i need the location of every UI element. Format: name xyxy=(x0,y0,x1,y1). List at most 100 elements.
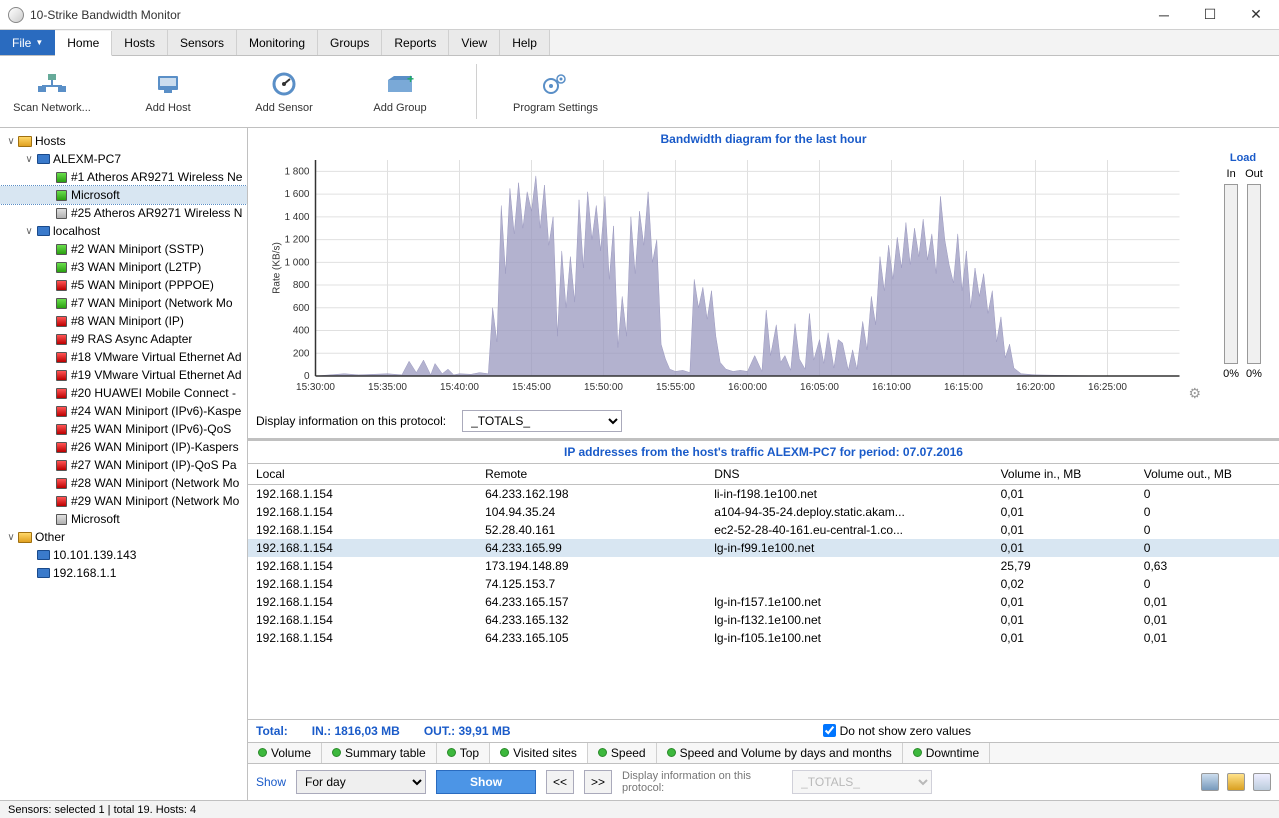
tree-item[interactable]: #24 WAN Miniport (IPv6)-Kaspe xyxy=(0,402,247,420)
tree-item[interactable]: 192.168.1.1 xyxy=(0,564,247,582)
col-header[interactable]: Local xyxy=(248,464,477,485)
table-row[interactable]: 192.168.1.154173.194.148.8925,790,63 xyxy=(248,557,1279,575)
table-row[interactable]: 192.168.1.15464.233.165.157lg-in-f157.1e… xyxy=(248,593,1279,611)
tree-item[interactable]: Microsoft xyxy=(0,186,247,204)
ribbon-scan[interactable]: Scan Network... xyxy=(12,60,92,123)
tab-view[interactable]: View xyxy=(449,30,500,55)
totals-label: Total: xyxy=(256,724,288,738)
prev-button[interactable]: << xyxy=(546,770,574,794)
table-row[interactable]: 192.168.1.154104.94.35.24a104-94-35-24.d… xyxy=(248,503,1279,521)
close-button[interactable]: ✕ xyxy=(1233,0,1279,30)
ribbon-sensor[interactable]: Add Sensor xyxy=(244,60,324,123)
tree-item[interactable]: #8 WAN Miniport (IP) xyxy=(0,312,247,330)
subtab-downtime[interactable]: Downtime xyxy=(903,743,990,763)
table-row[interactable]: 192.168.1.15464.233.165.132lg-in-f132.1e… xyxy=(248,611,1279,629)
group-icon: + xyxy=(384,70,416,98)
tree-item[interactable]: #26 WAN Miniport (IP)-Kaspers xyxy=(0,438,247,456)
subtab-speed[interactable]: Speed xyxy=(588,743,657,763)
tab-home[interactable]: Home xyxy=(55,31,112,56)
svg-text:1 400: 1 400 xyxy=(284,212,309,223)
ribbon-settings[interactable]: Program Settings xyxy=(513,60,598,123)
table-row[interactable]: 192.168.1.15464.233.162.198li-in-f198.1e… xyxy=(248,485,1279,504)
subtab-top[interactable]: Top xyxy=(437,743,490,763)
hosts-tree[interactable]: ∨Hosts∨ALEXM-PC7#1 Atheros AR9271 Wirele… xyxy=(0,128,248,800)
tab-sensors[interactable]: Sensors xyxy=(168,30,237,55)
chart-settings-icon[interactable]: ⚙ xyxy=(1188,385,1201,402)
tree-item[interactable]: #2 WAN Miniport (SSTP) xyxy=(0,240,247,258)
tree-item[interactable]: #20 HUAWEI Mobile Connect - xyxy=(0,384,247,402)
bandwidth-chart: 02004006008001 0001 2001 4001 6001 80015… xyxy=(252,152,1203,404)
next-button[interactable]: >> xyxy=(584,770,612,794)
ribbon-group[interactable]: +Add Group xyxy=(360,60,440,123)
col-header[interactable]: Volume in., MB xyxy=(993,464,1136,485)
dot-icon xyxy=(500,748,509,757)
tree-item[interactable]: #9 RAS Async Adapter xyxy=(0,330,247,348)
tab-help[interactable]: Help xyxy=(500,30,550,55)
dot-icon xyxy=(598,748,607,757)
tree-item[interactable]: #3 WAN Miniport (L2TP) xyxy=(0,258,247,276)
table-row[interactable]: 192.168.1.15464.233.165.105lg-in-f105.1e… xyxy=(248,629,1279,647)
tab-monitoring[interactable]: Monitoring xyxy=(237,30,318,55)
sub-tabs: VolumeSummary tableTopVisited sitesSpeed… xyxy=(248,742,1279,764)
copy-icon[interactable] xyxy=(1253,773,1271,791)
chart-title: Bandwidth diagram for the last hour xyxy=(252,130,1275,152)
load-out-label: Out xyxy=(1245,168,1263,180)
traffic-table[interactable]: LocalRemoteDNSVolume in., MBVolume out.,… xyxy=(248,464,1279,647)
tree-item[interactable]: #25 WAN Miniport (IPv6)-QoS xyxy=(0,420,247,438)
svg-text:16:10:00: 16:10:00 xyxy=(872,382,911,393)
svg-text:1 800: 1 800 xyxy=(284,166,309,177)
svg-text:15:45:00: 15:45:00 xyxy=(512,382,551,393)
tree-item[interactable]: #19 VMware Virtual Ethernet Ad xyxy=(0,366,247,384)
tab-groups[interactable]: Groups xyxy=(318,30,382,55)
col-header[interactable]: Remote xyxy=(477,464,706,485)
tab-reports[interactable]: Reports xyxy=(382,30,449,55)
load-panel: Load In 0% Out 0% xyxy=(1211,152,1275,404)
col-header[interactable]: DNS xyxy=(706,464,992,485)
tree-item[interactable]: Microsoft xyxy=(0,510,247,528)
subtab-speed-and-volume-by-days-and-months[interactable]: Speed and Volume by days and months xyxy=(657,743,903,763)
subtab-visited-sites[interactable]: Visited sites xyxy=(490,743,588,763)
settings-icon xyxy=(539,70,571,98)
col-header[interactable]: Volume out., MB xyxy=(1136,464,1279,485)
tree-item[interactable]: ∨ALEXM-PC7 xyxy=(0,150,247,168)
tree-item[interactable]: #28 WAN Miniport (Network Mo xyxy=(0,474,247,492)
subtab-summary-table[interactable]: Summary table xyxy=(322,743,437,763)
traffic-panel: IP addresses from the host's traffic ALE… xyxy=(248,439,1279,800)
tree-item[interactable]: #18 VMware Virtual Ethernet Ad xyxy=(0,348,247,366)
tree-item[interactable]: #25 Atheros AR9271 Wireless N xyxy=(0,204,247,222)
show-button[interactable]: Show xyxy=(436,770,536,794)
menubar: File▼ HomeHostsSensorsMonitoringGroupsRe… xyxy=(0,30,1279,56)
hide-zero-checkbox[interactable]: Do not show zero values xyxy=(823,724,971,738)
tree-item[interactable]: #29 WAN Miniport (Network Mo xyxy=(0,492,247,510)
maximize-button[interactable]: ☐ xyxy=(1187,0,1233,30)
protocol-select[interactable]: _TOTALS_ xyxy=(462,410,622,432)
minimize-button[interactable]: ─ xyxy=(1141,0,1187,30)
ribbon: Scan Network... Add Host Add Sensor +Add Gr… xyxy=(0,56,1279,128)
protocol-label: Display information on this protocol: xyxy=(256,414,446,428)
svg-text:16:20:00: 16:20:00 xyxy=(1016,382,1055,393)
save-icon[interactable] xyxy=(1227,773,1245,791)
tree-item[interactable]: #1 Atheros AR9271 Wireless Ne xyxy=(0,168,247,186)
tree-item[interactable]: 10.101.139.143 xyxy=(0,546,247,564)
subtab-volume[interactable]: Volume xyxy=(248,743,322,763)
tab-hosts[interactable]: Hosts xyxy=(112,30,168,55)
svg-text:400: 400 xyxy=(293,326,310,337)
ribbon-host[interactable]: Add Host xyxy=(128,60,208,123)
table-row[interactable]: 192.168.1.15464.233.165.99lg-in-f99.1e10… xyxy=(248,539,1279,557)
load-in-pct: 0% xyxy=(1223,368,1239,380)
load-out-bar xyxy=(1247,184,1261,364)
tree-item[interactable]: #7 WAN Miniport (Network Mo xyxy=(0,294,247,312)
tree-item[interactable]: ∨Other xyxy=(0,528,247,546)
print-icon[interactable] xyxy=(1201,773,1219,791)
period-select[interactable]: For day xyxy=(296,770,426,794)
table-row[interactable]: 192.168.1.15452.28.40.161ec2-52-28-40-16… xyxy=(248,521,1279,539)
load-title: Load xyxy=(1211,152,1275,164)
svg-text:16:00:00: 16:00:00 xyxy=(728,382,767,393)
tree-item[interactable]: ∨localhost xyxy=(0,222,247,240)
tree-item[interactable]: #27 WAN Miniport (IP)-QoS Pa xyxy=(0,456,247,474)
table-row[interactable]: 192.168.1.15474.125.153.70,020 xyxy=(248,575,1279,593)
tree-item[interactable]: #5 WAN Miniport (PPPOE) xyxy=(0,276,247,294)
titlebar: 10-Strike Bandwidth Monitor ─ ☐ ✕ xyxy=(0,0,1279,30)
file-menu[interactable]: File▼ xyxy=(0,30,55,55)
tree-item[interactable]: ∨Hosts xyxy=(0,132,247,150)
